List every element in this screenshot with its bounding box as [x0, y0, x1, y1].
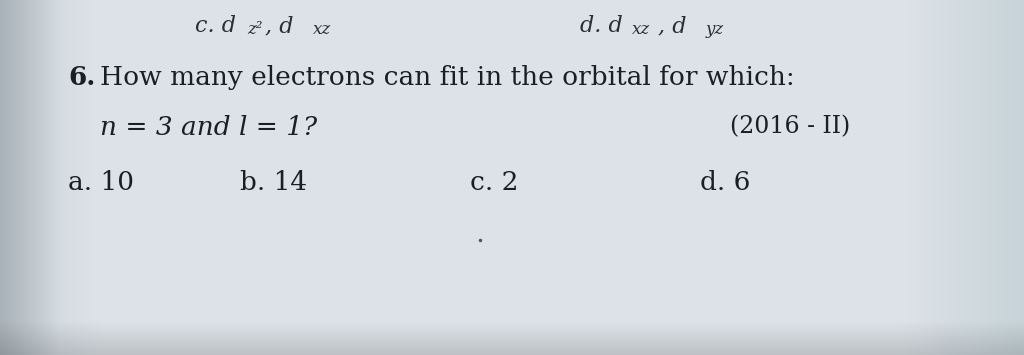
- Text: z²: z²: [247, 21, 262, 38]
- Text: n = 3 and l = 1?: n = 3 and l = 1?: [100, 115, 317, 140]
- Text: 6.: 6.: [68, 65, 95, 90]
- Text: c. d: c. d: [195, 15, 236, 37]
- Text: a. 10: a. 10: [68, 170, 134, 195]
- Text: xz: xz: [632, 21, 650, 38]
- Text: d. 6: d. 6: [700, 170, 751, 195]
- Text: (2016 - II): (2016 - II): [730, 115, 850, 138]
- Text: , d: , d: [658, 15, 686, 37]
- Text: d. d: d. d: [580, 15, 623, 37]
- Text: c. 2: c. 2: [470, 170, 518, 195]
- Text: How many electrons can fit in the orbital for which:: How many electrons can fit in the orbita…: [100, 65, 795, 90]
- Text: b. 14: b. 14: [240, 170, 307, 195]
- Text: , d: , d: [265, 15, 294, 37]
- Text: yz: yz: [706, 21, 724, 38]
- Text: xz: xz: [313, 21, 331, 38]
